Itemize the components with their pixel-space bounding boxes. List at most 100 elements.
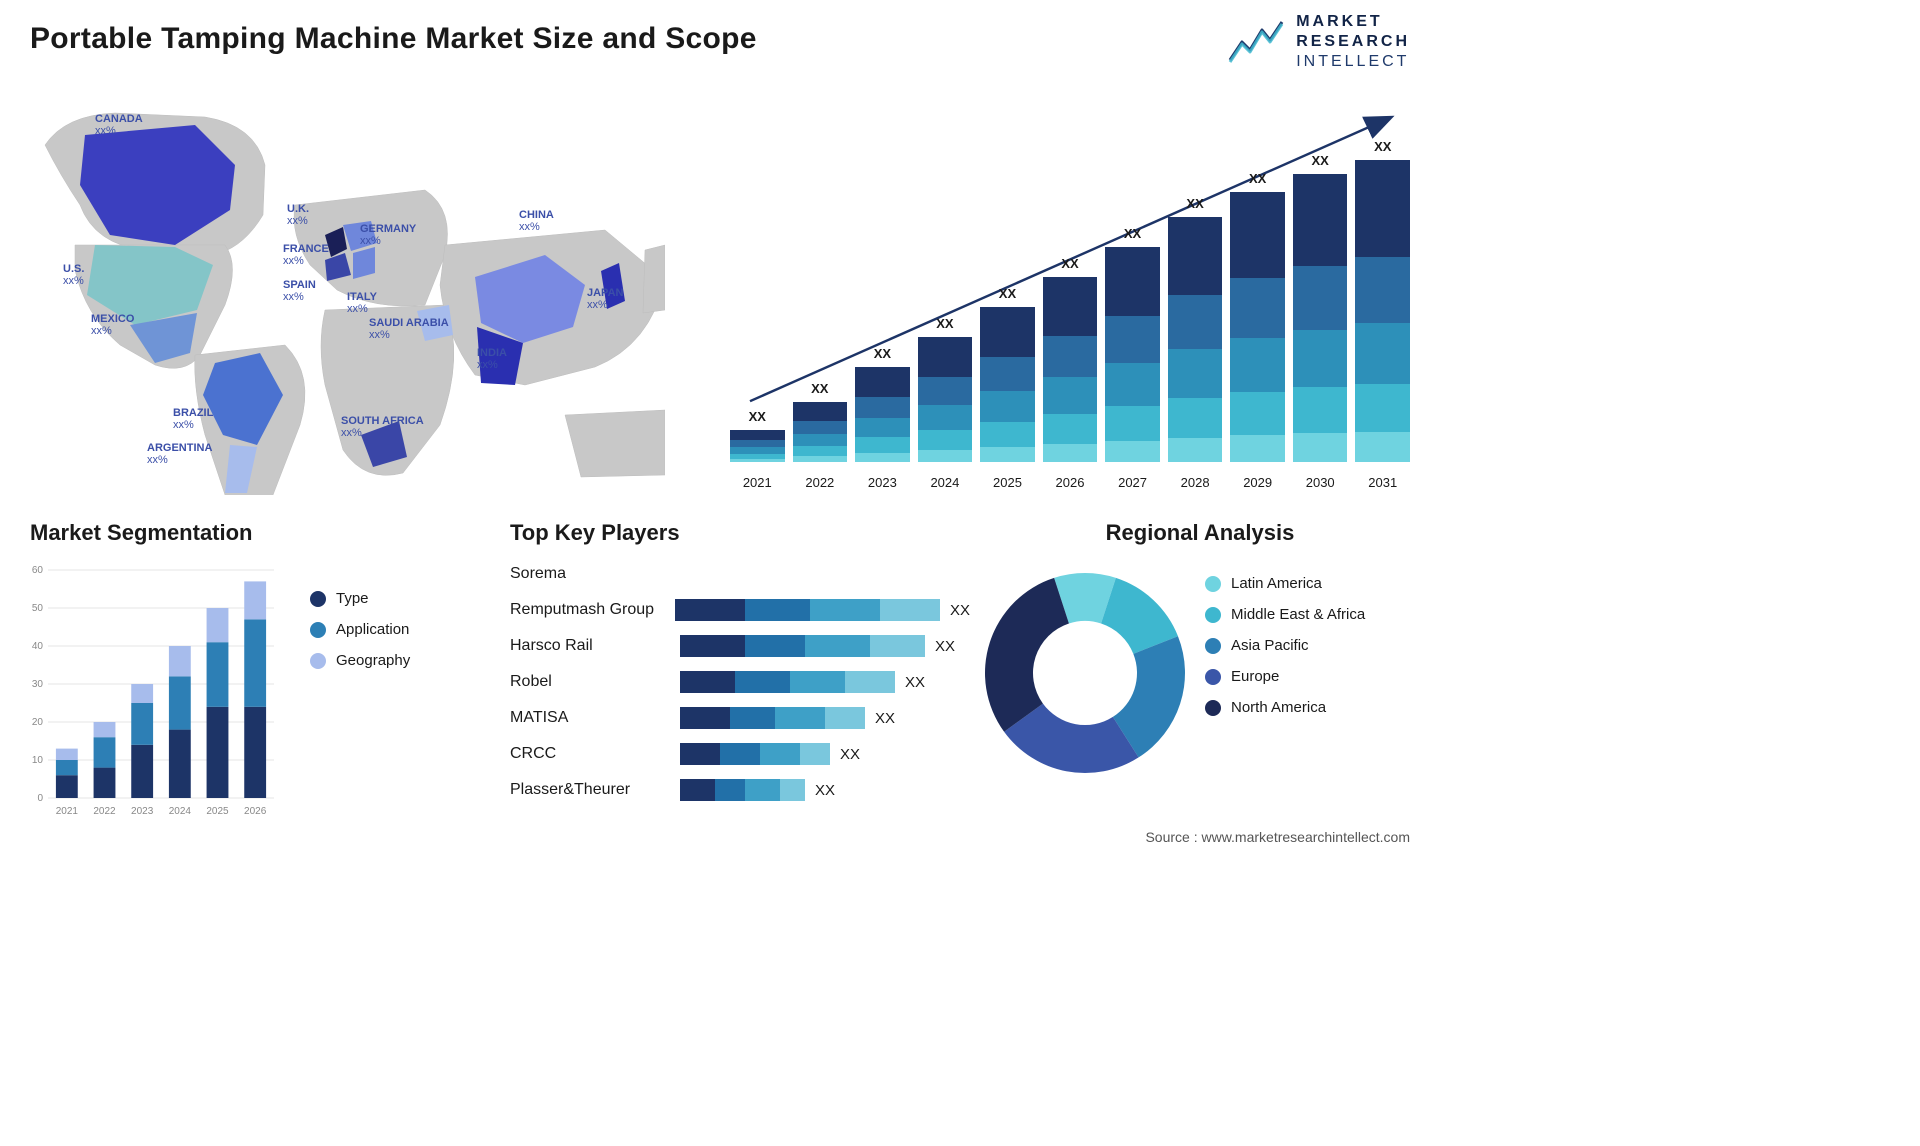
growth-bar-label: XX <box>936 316 953 331</box>
player-name: Plasser&Theurer <box>510 781 680 799</box>
segmentation-title: Market Segmentation <box>30 520 480 546</box>
map-label-germany: GERMANYxx% <box>360 223 416 247</box>
growth-bar-chart: XXXXXXXXXXXXXXXXXXXXXX 20212022202320242… <box>730 100 1410 490</box>
legend-label: North America <box>1231 699 1326 716</box>
svg-text:0: 0 <box>37 793 43 804</box>
player-bar <box>680 779 805 801</box>
regional-donut-chart <box>980 568 1190 778</box>
growth-bar-2025: XX <box>980 286 1035 462</box>
growth-bar-2026: XX <box>1043 256 1098 462</box>
player-row: CRCCXX <box>510 740 970 768</box>
map-label-saudi-arabia: SAUDI ARABIAxx% <box>369 317 449 341</box>
player-value: XX <box>815 782 835 799</box>
legend-dot-icon <box>310 653 326 669</box>
legend-label: Application <box>336 621 409 638</box>
brand-logo: MARKET RESEARCH INTELLECT <box>1228 12 1410 72</box>
growth-year-label: 2023 <box>855 475 910 490</box>
segmentation-legend: Type Application Geography <box>310 590 410 683</box>
logo-text: MARKET RESEARCH INTELLECT <box>1296 12 1410 72</box>
growth-bar-label: XX <box>874 346 891 361</box>
map-label-argentina: ARGENTINAxx% <box>147 442 212 466</box>
player-value: XX <box>875 710 895 727</box>
svg-text:10: 10 <box>32 755 44 766</box>
player-value: XX <box>950 602 970 619</box>
growth-bar-label: XX <box>1249 171 1266 186</box>
legend-label: Middle East & Africa <box>1231 606 1365 623</box>
player-name: Robel <box>510 673 680 691</box>
svg-text:2026: 2026 <box>244 806 267 817</box>
player-row: Plasser&Theurer XX <box>510 776 970 804</box>
player-row: Remputmash Group XX <box>510 596 970 624</box>
legend-label: Geography <box>336 652 410 669</box>
players-title: Top Key Players <box>510 520 970 546</box>
growth-bar-label: XX <box>1374 139 1391 154</box>
svg-text:60: 60 <box>32 565 44 576</box>
legend-label: Type <box>336 590 369 607</box>
growth-bar-label: XX <box>811 381 828 396</box>
player-row: Harsco RailXX <box>510 632 970 660</box>
growth-bar-2022: XX <box>793 381 848 462</box>
growth-bar-2029: XX <box>1230 171 1285 462</box>
segmentation-legend-item: Application <box>310 621 410 638</box>
player-row: MATISA XX <box>510 704 970 732</box>
growth-year-label: 2030 <box>1293 475 1348 490</box>
player-row: Sorema <box>510 560 970 588</box>
player-bar <box>680 707 865 729</box>
legend-label: Europe <box>1231 668 1279 685</box>
map-label-france: FRANCExx% <box>283 243 329 267</box>
growth-bar-label: XX <box>1124 226 1141 241</box>
player-name: MATISA <box>510 709 680 727</box>
regional-legend: Latin America Middle East & Africa Asia Pa… <box>1205 575 1365 730</box>
market-segmentation-section: Market Segmentation 01020304050602021202… <box>30 520 480 546</box>
map-label-u-s-: U.S.xx% <box>63 263 84 287</box>
regional-legend-item: Asia Pacific <box>1205 637 1365 654</box>
player-bar <box>680 671 895 693</box>
growth-year-label: 2021 <box>730 475 785 490</box>
growth-year-label: 2024 <box>918 475 973 490</box>
map-label-canada: CANADAxx% <box>95 113 143 137</box>
legend-dot-icon <box>1205 669 1221 685</box>
legend-label: Asia Pacific <box>1231 637 1309 654</box>
regional-legend-item: North America <box>1205 699 1365 716</box>
source-attribution: Source : www.marketresearchintellect.com <box>1145 829 1410 845</box>
top-key-players-section: Top Key Players Sorema Remputmash Group XX… <box>510 520 970 812</box>
regional-title: Regional Analysis <box>990 520 1410 546</box>
map-label-mexico: MEXICOxx% <box>91 313 134 337</box>
page-title: Portable Tamping Machine Market Size and… <box>30 22 757 56</box>
player-value: XX <box>905 674 925 691</box>
player-name: Sorema <box>510 565 680 583</box>
legend-dot-icon <box>310 591 326 607</box>
growth-bar-2027: XX <box>1105 226 1160 462</box>
map-label-china: CHINAxx% <box>519 209 554 233</box>
legend-dot-icon <box>310 622 326 638</box>
player-bar <box>680 743 830 765</box>
map-label-u-k-: U.K.xx% <box>287 203 309 227</box>
map-label-spain: SPAINxx% <box>283 279 316 303</box>
player-name: Harsco Rail <box>510 637 680 655</box>
growth-year-label: 2025 <box>980 475 1035 490</box>
growth-bar-2021: XX <box>730 409 785 462</box>
map-label-south-africa: SOUTH AFRICAxx% <box>341 415 424 439</box>
player-row: Robel XX <box>510 668 970 696</box>
growth-year-label: 2022 <box>793 475 848 490</box>
svg-text:2021: 2021 <box>56 806 79 817</box>
legend-dot-icon <box>1205 607 1221 623</box>
regional-legend-item: Latin America <box>1205 575 1365 592</box>
growth-bar-2024: XX <box>918 316 973 462</box>
player-value: XX <box>840 746 860 763</box>
growth-bar-label: XX <box>1061 256 1078 271</box>
growth-year-label: 2026 <box>1043 475 1098 490</box>
growth-bar-label: XX <box>999 286 1016 301</box>
map-label-india: INDIAxx% <box>477 347 507 371</box>
player-name: Remputmash Group <box>510 601 675 619</box>
legend-dot-icon <box>1205 700 1221 716</box>
legend-label: Latin America <box>1231 575 1322 592</box>
svg-text:2025: 2025 <box>206 806 229 817</box>
growth-year-label: 2031 <box>1355 475 1410 490</box>
segmentation-legend-item: Type <box>310 590 410 607</box>
growth-year-label: 2027 <box>1105 475 1160 490</box>
svg-text:30: 30 <box>32 679 44 690</box>
growth-bar-2030: XX <box>1293 153 1348 462</box>
svg-text:40: 40 <box>32 641 44 652</box>
player-bar <box>675 599 940 621</box>
